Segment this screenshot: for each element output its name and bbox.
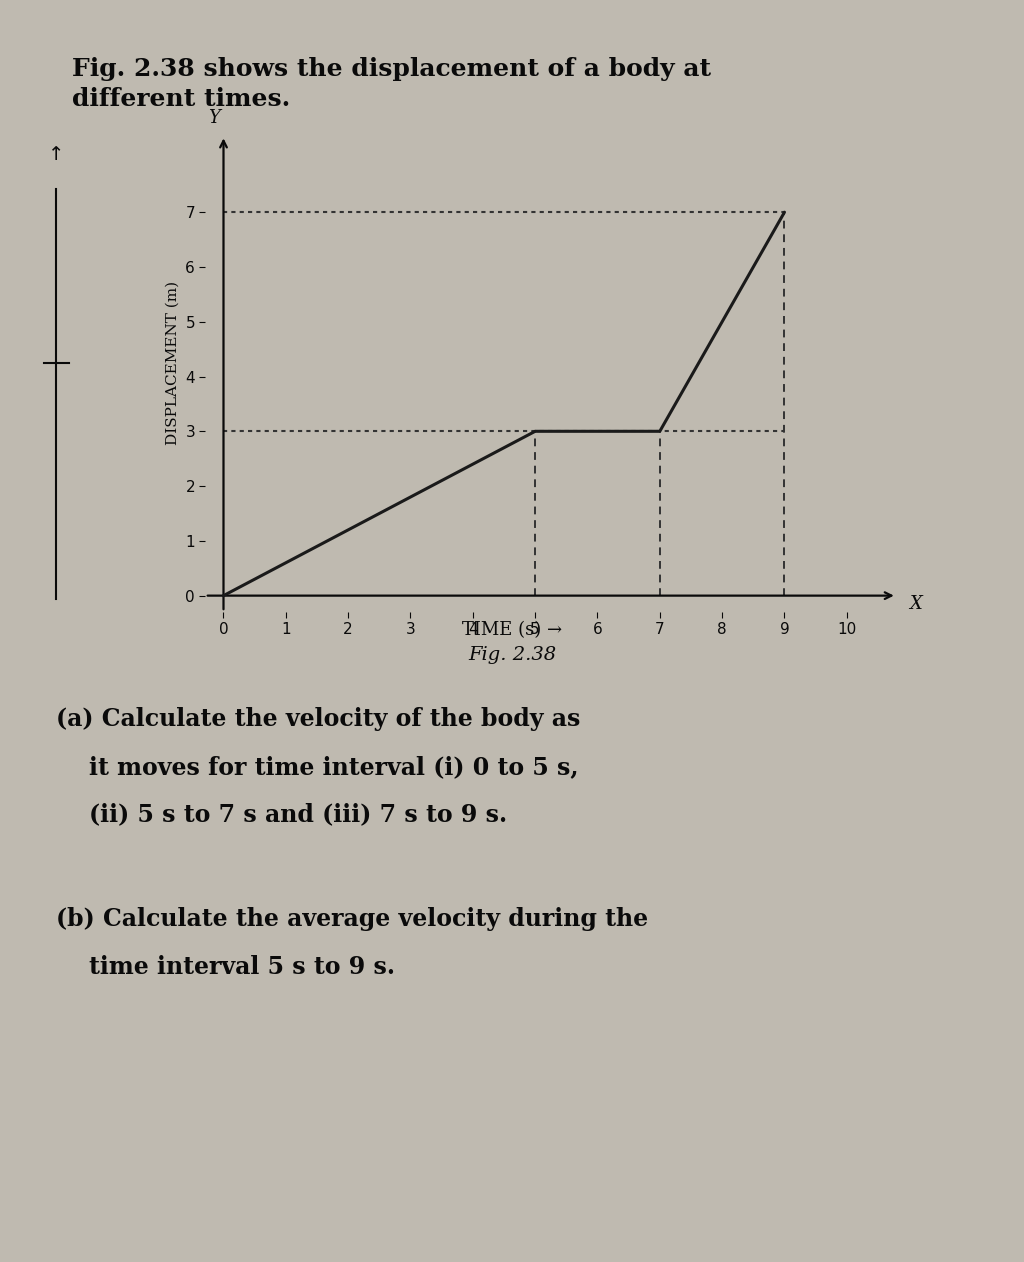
Text: Y: Y	[208, 110, 220, 127]
Text: it moves for time interval (i) 0 to 5 s,: it moves for time interval (i) 0 to 5 s,	[56, 755, 579, 779]
Text: ↑: ↑	[48, 145, 65, 164]
Text: X: X	[909, 594, 922, 613]
Text: (a) Calculate the velocity of the body as: (a) Calculate the velocity of the body a…	[56, 707, 581, 731]
Text: (b) Calculate the average velocity during the: (b) Calculate the average velocity durin…	[56, 907, 648, 931]
Y-axis label: DISPLACEMENT (m): DISPLACEMENT (m)	[166, 280, 180, 445]
Text: (ii) 5 s to 7 s and (iii) 7 s to 9 s.: (ii) 5 s to 7 s and (iii) 7 s to 9 s.	[56, 803, 508, 827]
Text: time interval 5 s to 9 s.: time interval 5 s to 9 s.	[56, 955, 395, 979]
Text: Fig. 2.38 shows the displacement of a body at
different times.: Fig. 2.38 shows the displacement of a bo…	[72, 57, 711, 111]
Text: TIME (s) →: TIME (s) →	[462, 621, 562, 639]
Text: Fig. 2.38: Fig. 2.38	[468, 646, 556, 664]
